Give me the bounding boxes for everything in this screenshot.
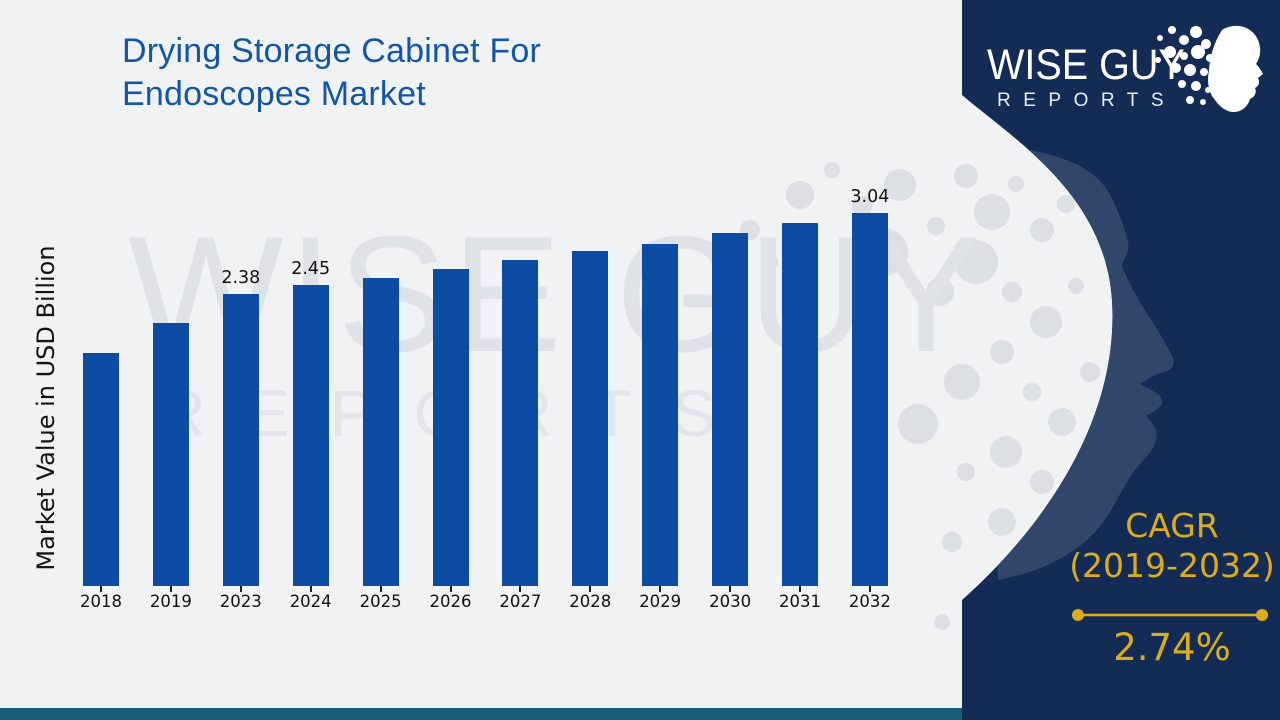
x-axis-year-label: 2026 <box>429 592 472 611</box>
page-title: Drying Storage Cabinet For Endoscopes Ma… <box>122 30 541 116</box>
bar-2025 <box>362 278 399 586</box>
x-axis-tick <box>169 586 172 592</box>
page-title-line2: Endoscopes Market <box>122 75 426 113</box>
bar-2029 <box>642 244 679 586</box>
bar-2027 <box>502 260 539 586</box>
brand-wordmark: WISE GUY <box>987 41 1185 89</box>
right-panel <box>962 0 1280 720</box>
x-axis-tick <box>589 586 592 592</box>
bottom-accent-bar <box>0 708 1000 720</box>
x-axis-year-label: 2027 <box>499 592 542 611</box>
x-axis-year-label: 2028 <box>569 592 612 611</box>
cagr-value: 2.74% <box>1113 626 1231 669</box>
logo-head-profile-icon <box>1155 25 1263 113</box>
x-axis-tick <box>868 586 871 592</box>
x-axis-tick <box>100 586 102 592</box>
bar-2032 <box>851 213 888 586</box>
bar-value-label: 2.45 <box>291 259 331 279</box>
x-axis-year-label: 2019 <box>149 592 192 611</box>
x-axis-tick <box>239 586 242 592</box>
x-axis-year-label: 2031 <box>779 592 821 611</box>
bar-value-label: 2.38 <box>221 268 261 288</box>
bar-value-label: 3.04 <box>850 187 890 207</box>
x-axis-tick <box>379 586 382 592</box>
x-axis-tick <box>729 586 732 592</box>
cagr-range: (2019-2032) <box>1069 546 1275 585</box>
x-axis-year-label: 2029 <box>639 592 682 611</box>
x-axis-tick <box>799 586 801 592</box>
x-axis-year-label: 2024 <box>289 592 332 611</box>
x-axis-tick <box>519 586 522 592</box>
x-axis-year-label: 2032 <box>848 592 891 611</box>
x-axis-year-label: 2025 <box>359 592 402 611</box>
cagr-divider-line <box>1072 609 1268 621</box>
bar-2028 <box>572 251 609 586</box>
x-axis-tick <box>659 586 662 592</box>
cagr-block: CAGR (2019-2032) <box>1042 506 1280 586</box>
x-axis-tick <box>309 586 312 592</box>
bar-2018 <box>83 353 119 586</box>
x-axis-tick <box>449 586 452 592</box>
bar-2031 <box>782 223 818 586</box>
bar-2023 <box>222 294 259 586</box>
bar-2026 <box>432 269 469 586</box>
cagr-heading: CAGR <box>1125 506 1219 545</box>
page-title-line1: Drying Storage Cabinet For <box>122 32 542 70</box>
brand-sub-wordmark: REPORTS <box>997 90 1177 111</box>
watermark-wordmark: WISE GUY <box>128 202 986 386</box>
bar-2030 <box>712 233 749 586</box>
bar-2024 <box>292 285 329 586</box>
x-axis-year-label: 2018 <box>80 592 122 611</box>
y-axis-label: Market Value in USD Billion <box>32 245 60 571</box>
bar-2019 <box>152 323 189 586</box>
x-axis-year-label: 2023 <box>219 592 262 611</box>
x-axis-year-label: 2030 <box>709 592 752 611</box>
